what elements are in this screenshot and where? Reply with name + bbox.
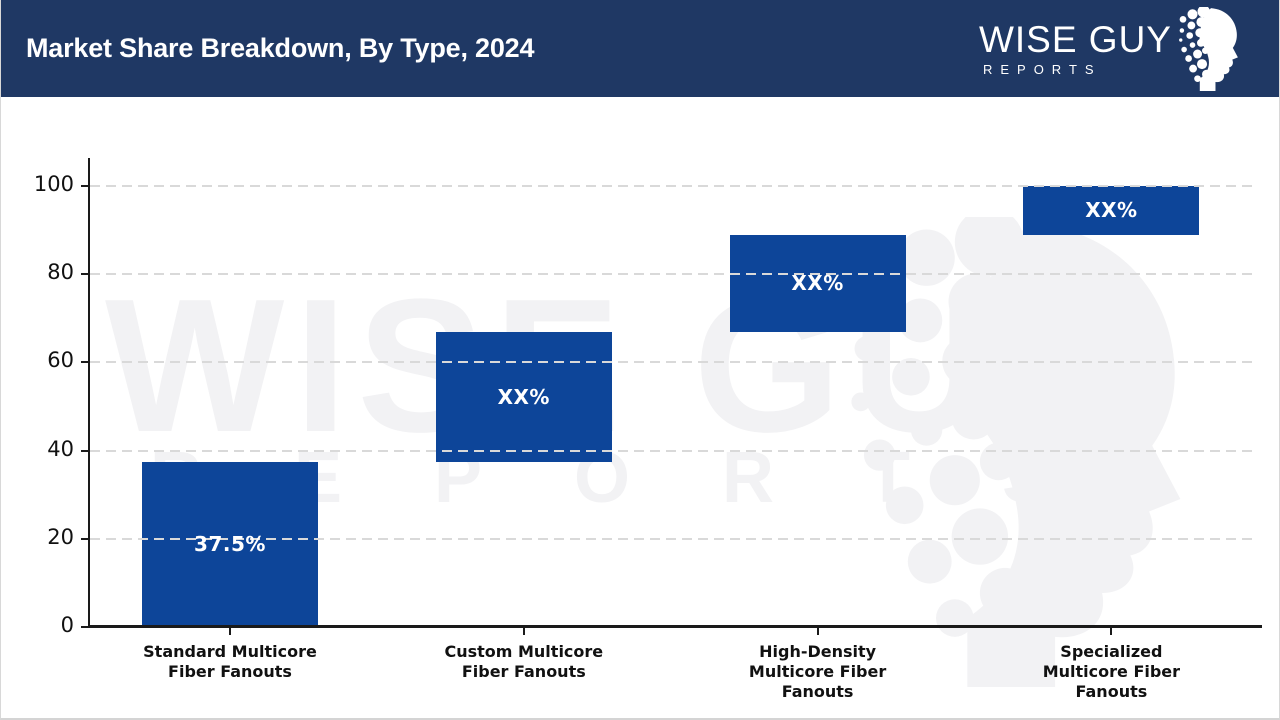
y-tick-mark xyxy=(81,537,89,540)
bar-value-label: XX% xyxy=(1085,198,1138,223)
wiseguy-logo-text: WISE GUY REPORTS xyxy=(978,18,1172,77)
gridline xyxy=(90,185,1253,187)
y-tick-label: 100 xyxy=(33,172,74,196)
gridline xyxy=(90,361,1253,364)
x-category-label: Custom Multicore Fiber Fanouts xyxy=(444,642,604,681)
wiseguy-head-icon xyxy=(1179,6,1238,91)
gridline xyxy=(90,273,1253,276)
wiseguy-logo: WISE GUY REPORTS xyxy=(978,6,1254,91)
bar-value-label: XX% xyxy=(497,384,550,409)
logo-wordmark: WISE GUY xyxy=(978,18,1172,60)
bar: XX% xyxy=(435,331,612,462)
y-tick-mark xyxy=(81,626,89,628)
x-axis-line xyxy=(88,625,1262,628)
watermark-head-icon xyxy=(851,217,1181,687)
gridline xyxy=(90,449,1253,452)
gridline xyxy=(90,537,1253,540)
bar: XX% xyxy=(729,234,906,332)
y-tick-mark xyxy=(81,273,89,276)
x-tick-mark xyxy=(522,627,525,635)
x-category-label: Standard Multicore Fiber Fanouts xyxy=(143,642,317,681)
bar: XX% xyxy=(1023,186,1200,235)
y-tick-mark xyxy=(81,449,89,452)
y-tick-label: 60 xyxy=(47,348,74,373)
x-category-label: Specialized Multicore Fiber Fanouts xyxy=(1042,642,1181,701)
y-tick-mark xyxy=(81,185,89,187)
x-category-label: High-Density Multicore Fiber Fanouts xyxy=(748,642,887,701)
header: Market Share Breakdown, By Type, 2024 WI… xyxy=(0,0,1280,97)
x-tick-mark xyxy=(1110,627,1113,635)
y-axis-line xyxy=(88,158,90,628)
page-title: Market Share Breakdown, By Type, 2024 xyxy=(26,33,535,63)
bar-value-label: XX% xyxy=(791,271,844,295)
x-tick-mark xyxy=(229,627,231,635)
y-tick-label: 40 xyxy=(47,436,74,461)
y-tick-label: 80 xyxy=(47,260,74,285)
logo-subtitle: REPORTS xyxy=(982,61,1102,77)
y-tick-mark xyxy=(81,361,89,364)
y-tick-label: 0 xyxy=(60,613,74,637)
bar: 37.5% xyxy=(142,461,318,627)
x-tick-mark xyxy=(816,627,819,635)
bar-value-label: 37.5% xyxy=(194,532,266,557)
y-tick-label: 20 xyxy=(47,524,74,549)
